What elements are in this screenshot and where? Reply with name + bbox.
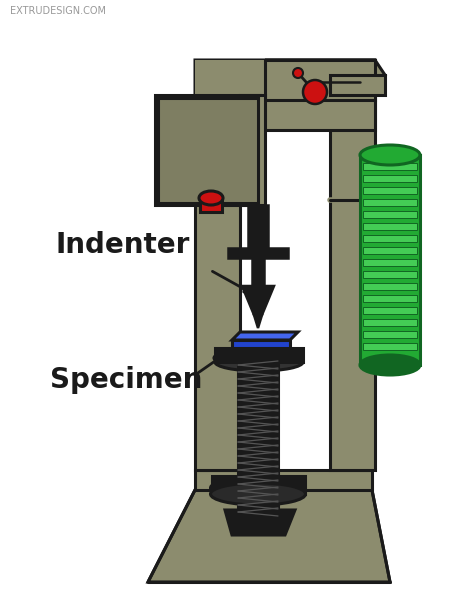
Bar: [228, 248, 288, 258]
Bar: [363, 247, 417, 254]
Polygon shape: [330, 100, 375, 470]
Bar: [363, 223, 417, 230]
Bar: [155, 95, 260, 205]
Polygon shape: [242, 286, 274, 315]
Circle shape: [293, 68, 303, 78]
Polygon shape: [240, 95, 265, 205]
Bar: [238, 362, 278, 517]
Polygon shape: [195, 470, 372, 490]
Bar: [360, 155, 420, 365]
Ellipse shape: [214, 349, 302, 367]
Bar: [363, 319, 417, 326]
Polygon shape: [195, 95, 375, 130]
Bar: [363, 235, 417, 242]
Bar: [363, 211, 417, 218]
Ellipse shape: [215, 353, 303, 371]
Bar: [363, 283, 417, 290]
Bar: [363, 163, 417, 170]
Polygon shape: [148, 490, 390, 582]
Ellipse shape: [210, 477, 306, 499]
Ellipse shape: [360, 355, 420, 375]
Text: Specimen: Specimen: [50, 366, 202, 394]
Bar: [363, 271, 417, 278]
Polygon shape: [330, 75, 385, 95]
Polygon shape: [265, 60, 385, 80]
Bar: [252, 258, 264, 286]
Bar: [158, 98, 258, 203]
Bar: [363, 307, 417, 314]
Polygon shape: [225, 510, 295, 535]
Bar: [232, 340, 290, 354]
Bar: [248, 205, 268, 250]
Text: EXTRUDESIGN.COM: EXTRUDESIGN.COM: [10, 6, 106, 16]
Polygon shape: [195, 130, 240, 470]
Polygon shape: [195, 60, 375, 95]
Bar: [363, 199, 417, 206]
Polygon shape: [254, 315, 262, 328]
Bar: [363, 331, 417, 338]
Ellipse shape: [199, 191, 223, 205]
Bar: [363, 343, 417, 350]
Circle shape: [303, 80, 327, 104]
Bar: [363, 175, 417, 182]
Text: Indenter: Indenter: [55, 231, 190, 259]
Ellipse shape: [210, 483, 306, 505]
Polygon shape: [195, 60, 375, 130]
Bar: [212, 476, 305, 494]
Bar: [215, 348, 303, 362]
Bar: [363, 187, 417, 194]
Polygon shape: [265, 60, 375, 100]
Ellipse shape: [360, 145, 420, 165]
Bar: [363, 295, 417, 302]
Polygon shape: [232, 332, 298, 340]
Bar: [363, 259, 417, 266]
Bar: [200, 198, 222, 212]
